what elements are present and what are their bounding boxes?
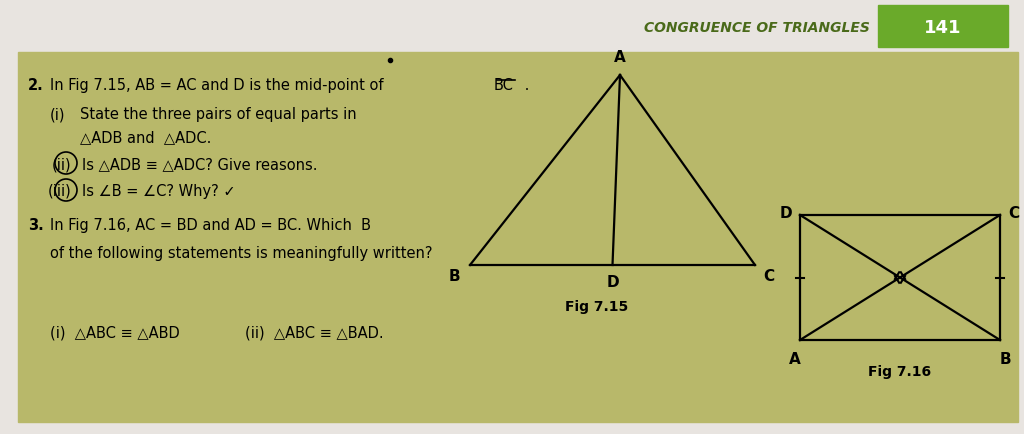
Bar (18, 52, 1018, 422)
Text: Is △ADB ≡ △ADC? Give reasons.: Is △ADB ≡ △ADC? Give reasons. (82, 157, 317, 172)
Text: (i)  △ABC ≡ △ABD: (i) △ABC ≡ △ABD (50, 325, 180, 340)
Text: (iii): (iii) (48, 184, 72, 199)
Text: (ii): (ii) (52, 157, 72, 172)
Text: △ADB and  △ADC.: △ADB and △ADC. (80, 130, 211, 145)
Text: 3.: 3. (28, 218, 44, 233)
Text: In Fig 7.16, AC = BD and AD = BC. Which  B: In Fig 7.16, AC = BD and AD = BC. Which … (50, 218, 371, 233)
Text: .: . (520, 78, 529, 93)
Text: (ii)  △ABC ≡ △BAD.: (ii) △ABC ≡ △BAD. (245, 325, 384, 340)
Text: A: A (790, 352, 801, 367)
Text: C: C (763, 269, 774, 284)
Text: C: C (1008, 206, 1019, 220)
Text: B: B (449, 269, 460, 284)
Text: B: B (999, 352, 1011, 367)
Text: Is ∠B = ∠C? Why? ✓: Is ∠B = ∠C? Why? ✓ (82, 184, 236, 199)
Text: D: D (779, 206, 792, 220)
Text: of the following statements is meaningfully written?: of the following statements is meaningfu… (50, 246, 432, 261)
Text: (i): (i) (50, 107, 66, 122)
Text: CONGRUENCE OF TRIANGLES: CONGRUENCE OF TRIANGLES (644, 21, 870, 35)
Text: BC: BC (494, 78, 514, 93)
Text: Fig 7.15: Fig 7.15 (565, 300, 629, 314)
Text: In Fig 7.15, AB = AC and D is the mid-point of: In Fig 7.15, AB = AC and D is the mid-po… (50, 78, 384, 93)
Text: 141: 141 (925, 19, 962, 37)
Text: Fig 7.16: Fig 7.16 (868, 365, 932, 379)
Text: D: D (606, 275, 618, 290)
Text: A: A (614, 50, 626, 65)
Text: State the three pairs of equal parts in: State the three pairs of equal parts in (80, 107, 356, 122)
Bar (878, 5, 1008, 47)
Text: 2.: 2. (28, 78, 44, 93)
